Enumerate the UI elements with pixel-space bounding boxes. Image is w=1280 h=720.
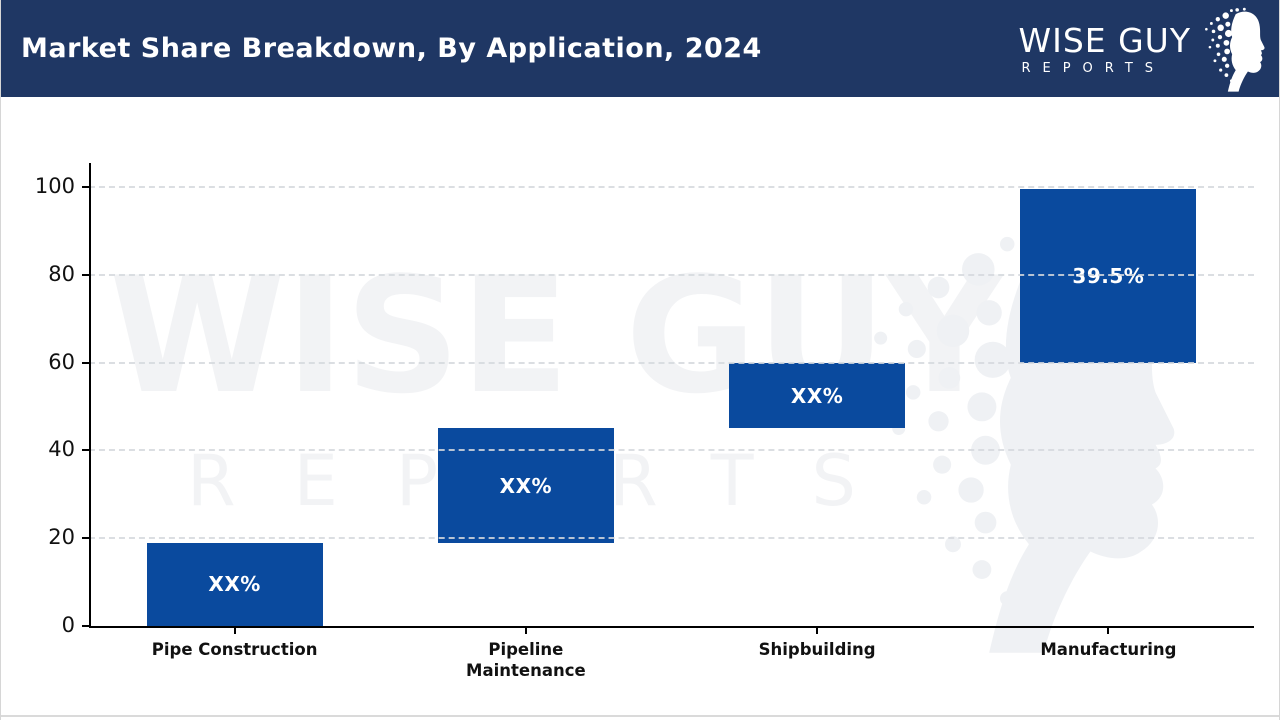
bar: XX% xyxy=(729,362,906,429)
x-category-label: Manufacturing xyxy=(1040,640,1177,659)
y-tick-label: 20 xyxy=(48,525,75,550)
gridline xyxy=(89,361,1254,364)
y-tick-label: 0 xyxy=(61,613,75,637)
gridline xyxy=(89,537,1254,540)
x-category-label: Shipbuilding xyxy=(758,640,876,659)
y-tick-label: 80 xyxy=(48,261,75,286)
x-category-label: Pipe Construction xyxy=(151,640,318,659)
bar-value-label: 39.5% xyxy=(1072,263,1145,288)
y-tick-label: 40 xyxy=(48,437,75,462)
x-tick xyxy=(816,628,819,634)
x-tick xyxy=(1107,628,1110,634)
y-tick xyxy=(82,361,89,364)
gridline xyxy=(89,186,1254,188)
bar-value-label: XX% xyxy=(208,572,261,597)
y-tick xyxy=(82,186,89,188)
bottom-divider xyxy=(1,715,1279,717)
wiseguy-face-icon xyxy=(1193,7,1267,93)
y-tick xyxy=(82,449,89,452)
logo-subtitle: REPORTS xyxy=(1021,60,1166,76)
chart-title: Market Share Breakdown, By Application, … xyxy=(21,33,762,64)
x-axis-line xyxy=(89,626,1254,628)
gridline xyxy=(89,449,1254,452)
bar: XX% xyxy=(437,428,614,543)
y-tick-label: 100 xyxy=(34,174,75,198)
y-tick xyxy=(82,273,89,276)
y-tick xyxy=(82,537,89,540)
logo-wordmark: WISE GUY xyxy=(1018,21,1191,61)
gridline xyxy=(89,273,1254,276)
bar-value-label: XX% xyxy=(499,473,553,498)
y-axis-line xyxy=(89,163,91,628)
wiseguy-logo: WISE GUY REPORTS xyxy=(1018,6,1267,94)
x-tick xyxy=(233,628,236,634)
y-tick xyxy=(82,625,89,627)
logo-text: WISE GUY REPORTS xyxy=(1018,24,1191,76)
bar: 39.5% xyxy=(1020,189,1197,363)
bar: XX% xyxy=(146,542,323,626)
x-category-label: Pipeline Maintenance xyxy=(466,640,586,680)
header: Market Share Breakdown, By Application, … xyxy=(1,0,1279,97)
y-tick-label: 60 xyxy=(48,349,75,374)
x-tick xyxy=(524,628,527,634)
bar-value-label: XX% xyxy=(790,383,844,408)
